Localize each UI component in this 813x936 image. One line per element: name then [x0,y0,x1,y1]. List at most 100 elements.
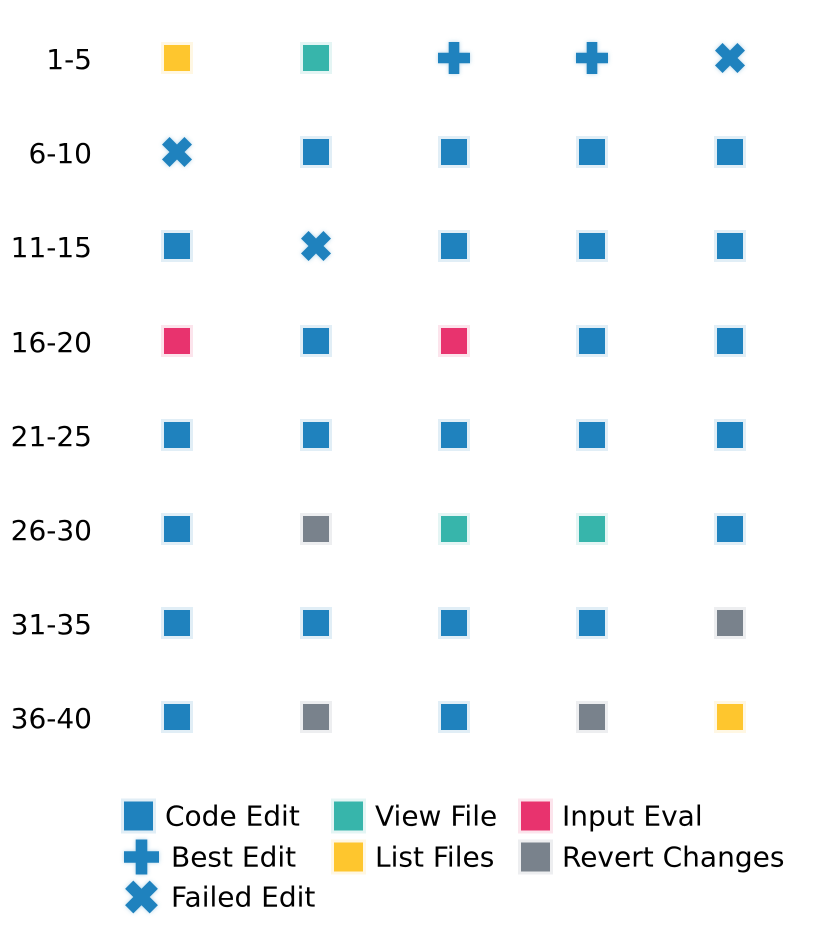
grid-cell [717,516,743,546]
marker-code-edit [164,610,190,636]
square-icon [303,422,329,448]
legend-label: Input Eval [562,799,703,832]
marker-best-edit [124,839,159,875]
grid-cell [441,516,467,546]
grid-cell [579,516,605,546]
square-icon [717,516,743,542]
grid-cell [717,139,743,169]
square-icon [579,704,605,730]
legend-label: Code Edit [165,799,300,832]
grid-cell [164,328,190,358]
marker-code-edit [441,610,467,636]
grid-cell [441,704,467,734]
square-icon [717,610,743,636]
grid-cell [303,422,329,452]
square-icon [521,842,550,872]
marker-view-file [441,516,467,542]
legend-item-view-file: View File [334,801,497,831]
square-icon [164,516,190,542]
marker-code-edit [441,704,467,730]
square-icon [579,516,605,542]
grid-cell [164,422,190,452]
grid-cell [303,328,329,358]
grid-cell [717,328,743,358]
marker-code-edit [124,801,153,831]
square-icon [303,45,329,71]
square-icon [579,610,605,636]
grid-cell [576,42,608,78]
marker-code-edit [164,233,190,259]
marker-code-edit [717,139,743,165]
legend-label: Failed Edit [171,880,316,913]
marker-list-files [164,45,190,71]
square-icon [303,610,329,636]
square-icon [303,516,329,542]
grid-cell [164,704,190,734]
legend-item-best-edit: Best Edit [124,839,296,875]
marker-code-edit [303,610,329,636]
legend-item-code-edit: Code Edit [124,799,300,832]
marker-code-edit [717,328,743,354]
grid-cell [717,704,743,734]
square-icon [441,610,467,636]
marker-code-edit [303,139,329,165]
grid-cell [303,704,329,734]
marker-best-edit [438,42,470,74]
square-icon [717,422,743,448]
marker-code-edit [717,422,743,448]
grid-cell [164,516,190,546]
square-icon [441,328,467,354]
row-label-11-15: 11-15 [10,231,92,264]
marker-code-edit [441,233,467,259]
marker-code-edit [717,233,743,259]
marker-code-edit [164,704,190,730]
grid-cell [579,139,605,169]
marker-view-file [303,45,329,71]
plus-icon [124,839,159,875]
marker-code-edit [441,422,467,448]
square-icon [334,801,363,831]
row-label-21-25: 21-25 [10,420,92,453]
grid-cell [164,233,190,263]
square-icon [164,610,190,636]
marker-code-edit [579,422,605,448]
marker-code-edit [579,610,605,636]
grid-cell [441,610,467,640]
row-label-1-5: 1-5 [46,43,92,76]
square-icon [717,328,743,354]
grid-cell [717,233,743,263]
square-icon [441,139,467,165]
grid-cell [579,610,605,640]
legend-item-failed-edit: Failed Edit [124,880,315,915]
grid-cell [579,233,605,263]
square-icon [521,801,550,831]
marker-best-edit [576,42,608,74]
square-icon [164,422,190,448]
square-icon [441,516,467,542]
grid-cell [303,139,329,169]
grid-cell [303,516,329,546]
grid-cell [164,610,190,640]
marker-failed-edit [124,880,159,915]
square-icon [303,704,329,730]
grid-cell [303,45,329,75]
square-icon [441,233,467,259]
marker-code-edit [164,516,190,542]
marker-code-edit [579,328,605,354]
grid-cell [164,45,190,75]
grid-cell [441,328,467,358]
square-icon [441,422,467,448]
marker-list-files [334,842,363,872]
marker-revert-changes [579,704,605,730]
square-icon [579,139,605,165]
marker-code-edit [441,139,467,165]
square-icon [441,704,467,730]
legend-item-revert-changes: Revert Changes [521,842,784,872]
grid-cell [441,139,467,169]
square-icon [164,233,190,259]
square-icon [717,139,743,165]
square-icon [164,704,190,730]
marker-input-eval [164,328,190,354]
row-label-31-35: 31-35 [10,608,92,641]
